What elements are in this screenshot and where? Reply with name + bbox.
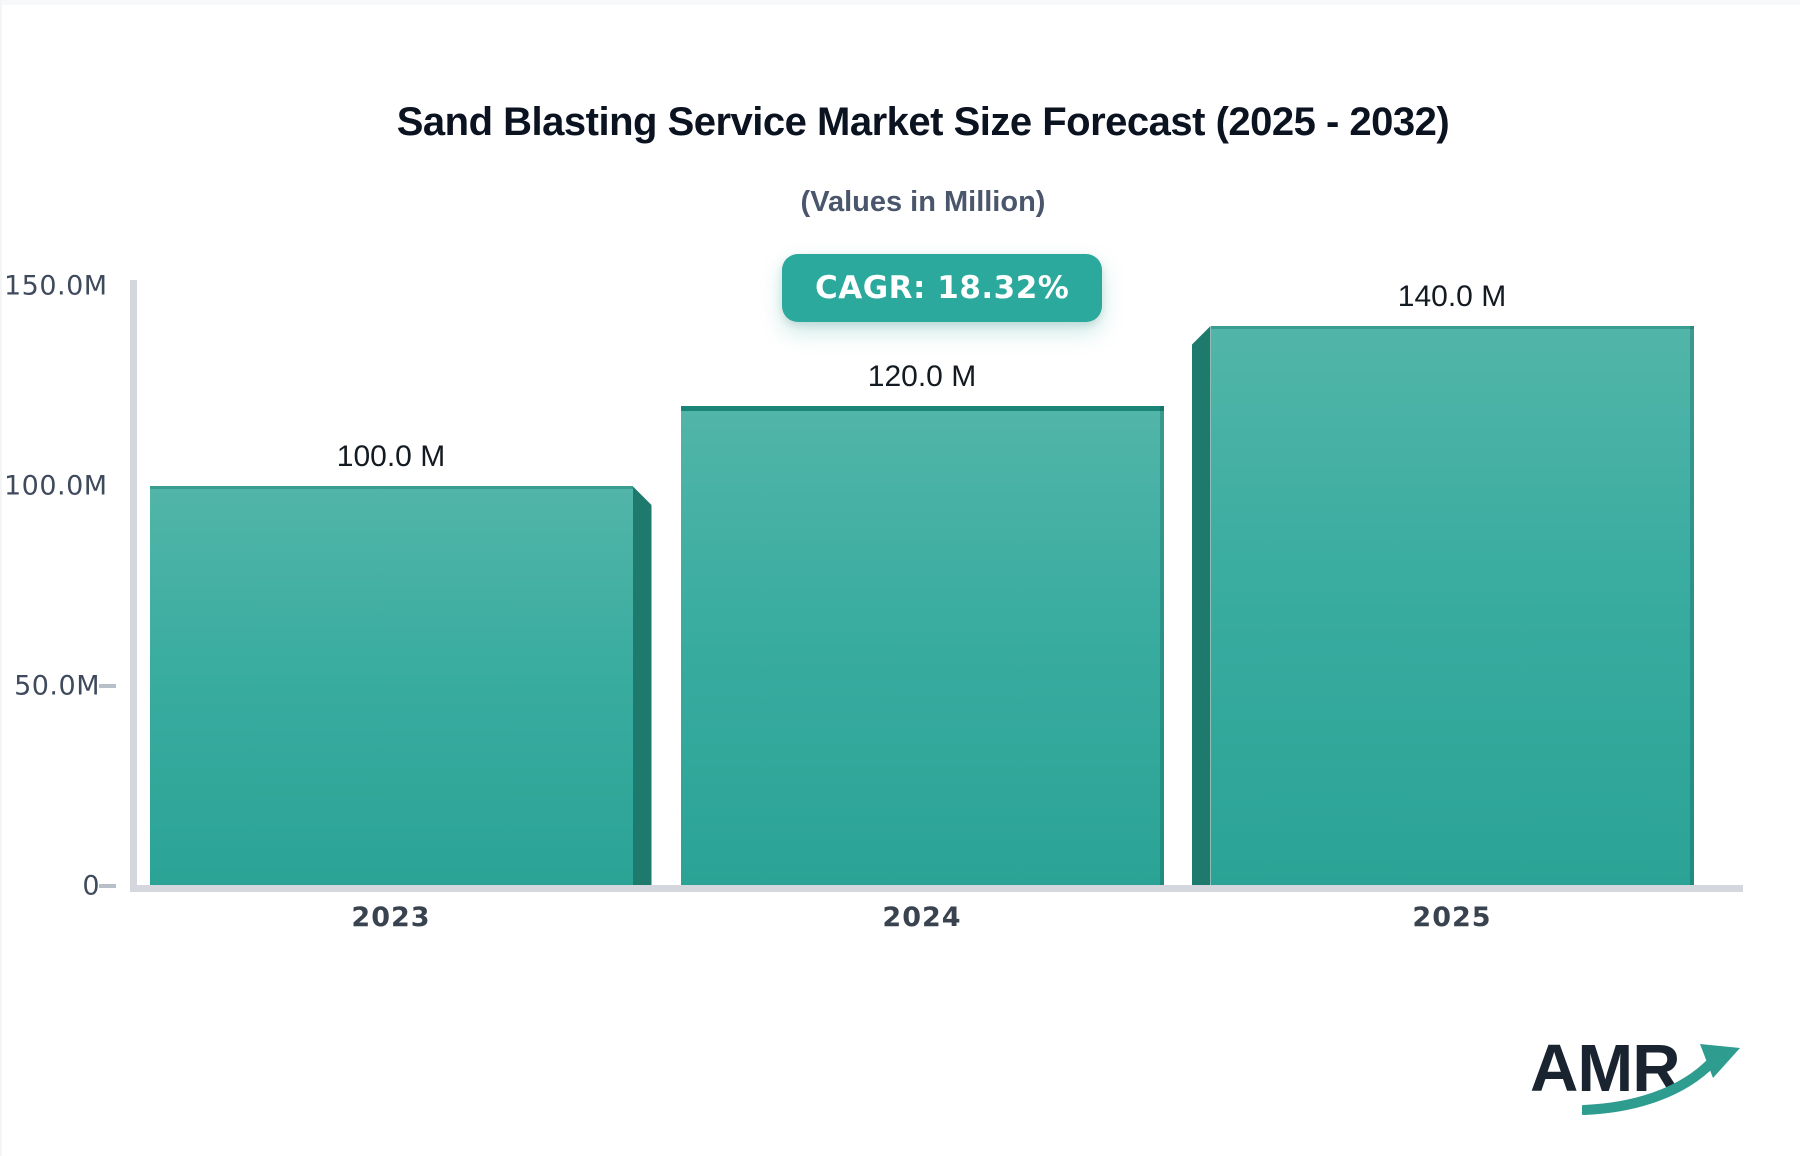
bar-right-edge <box>1689 326 1694 888</box>
y-tick-dash <box>99 684 116 688</box>
page-top-border <box>0 0 1800 5</box>
y-tick-label: 150.0M <box>4 270 108 302</box>
bar-2023[interactable] <box>149 486 633 888</box>
y-tick-label: 50.0M <box>14 670 100 702</box>
bar-top-edge <box>149 486 633 489</box>
bar-2024[interactable] <box>680 406 1164 888</box>
category-label-2025: 2025 <box>1412 902 1492 933</box>
chart-subtitle: (Values in Million) <box>800 186 1046 218</box>
amr-logo: AMR <box>1530 1030 1760 1120</box>
bar-value-label: 140.0 M <box>1397 280 1507 313</box>
bar-right-edge <box>1159 406 1164 888</box>
growth-arrow-icon <box>1582 1044 1740 1115</box>
category-label-2023: 2023 <box>351 902 431 933</box>
bar-top-edge <box>680 406 1164 411</box>
bar-3d-side-face <box>632 486 652 888</box>
y-axis-line <box>130 280 137 888</box>
page-left-border <box>0 0 2 1156</box>
x-axis-line <box>130 885 1743 892</box>
y-tick-label: 0 <box>82 870 100 902</box>
chart-title: Sand Blasting Service Market Size Foreca… <box>396 100 1450 144</box>
bar-value-label: 120.0 M <box>867 360 977 393</box>
category-label-2024: 2024 <box>882 902 962 933</box>
bar-top-edge <box>1210 326 1694 329</box>
bar-value-label: 100.0 M <box>336 440 446 473</box>
y-tick-dash <box>99 884 116 888</box>
bar-3d-side-face <box>1191 326 1211 888</box>
bar-2025[interactable] <box>1210 326 1694 888</box>
y-tick-label: 100.0M <box>4 470 108 502</box>
cagr-badge: CAGR: 18.32% <box>782 254 1103 322</box>
